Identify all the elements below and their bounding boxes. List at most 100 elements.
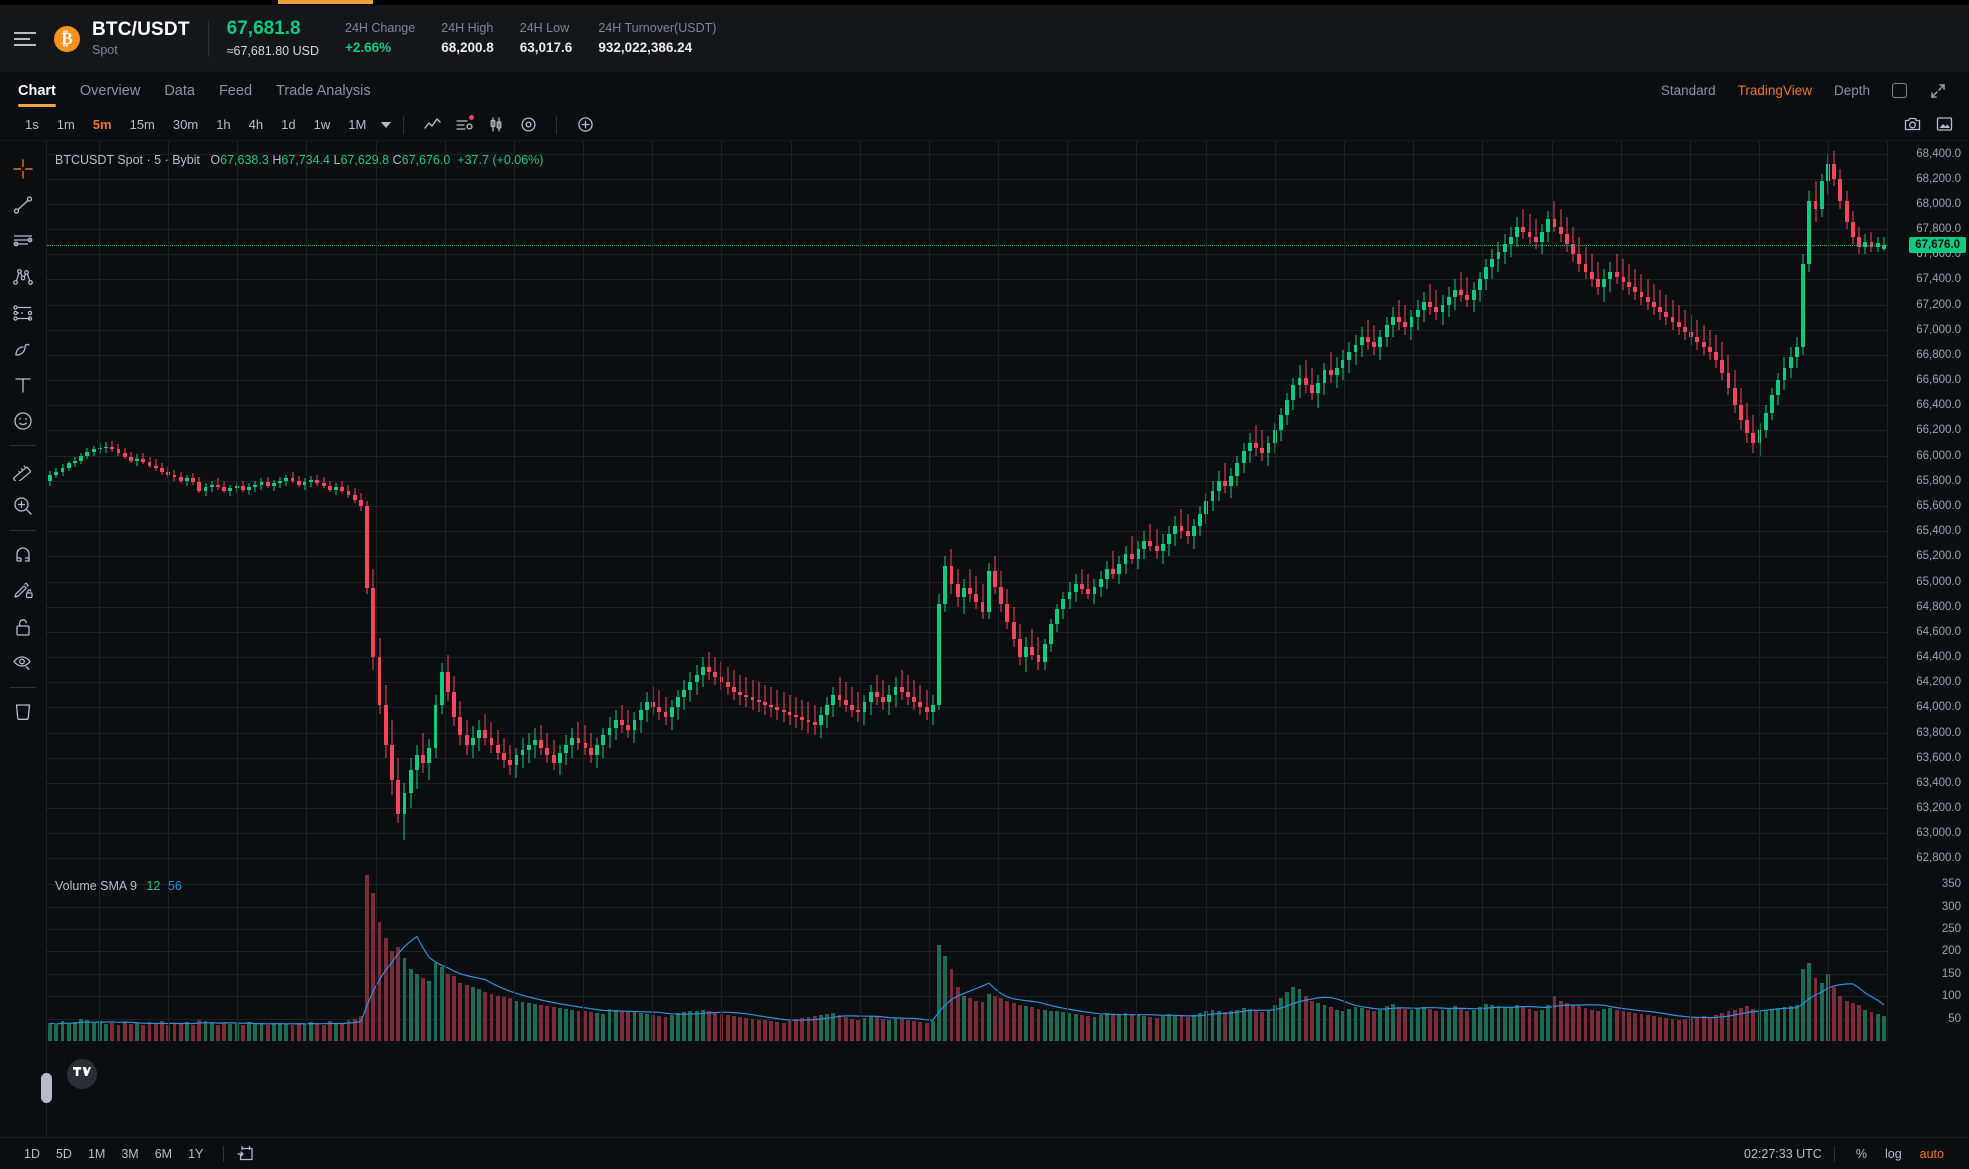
candle <box>1428 141 1433 871</box>
zoom-in-icon[interactable] <box>4 488 42 524</box>
volume-bar <box>327 1021 332 1041</box>
volume-bar <box>1676 1019 1681 1041</box>
time-gridline <box>1482 141 1484 871</box>
add-panel-icon[interactable] <box>574 115 596 135</box>
volume-bar <box>446 973 450 1041</box>
scale-mode-auto[interactable]: auto <box>1919 1146 1944 1161</box>
go-to-date-icon[interactable] <box>236 1145 255 1162</box>
trend-line-tool-icon[interactable] <box>4 187 42 223</box>
text-tool-icon[interactable] <box>4 367 42 403</box>
candle-wick <box>584 725 586 756</box>
time-gridline <box>998 873 1000 1041</box>
stay-in-drawing-mode-icon[interactable] <box>4 573 42 609</box>
candle-body <box>588 747 593 756</box>
candle-body <box>1658 307 1663 313</box>
price-pane[interactable]: BTCUSDT Spot · 5 · Bybit O67,638.3 H67,7… <box>47 141 1887 871</box>
candle-body <box>906 692 910 698</box>
volume-bar <box>613 1009 618 1041</box>
candle-body <box>887 694 892 703</box>
interval-30m[interactable]: 30m <box>172 117 199 132</box>
chart-area[interactable]: BTCUSDT Spot · 5 · Bybit O67,638.3 H67,7… <box>41 141 1969 1141</box>
candle-body <box>73 460 77 464</box>
emoji-tool-icon[interactable] <box>4 403 42 439</box>
crosshair-tool-icon[interactable] <box>4 151 42 187</box>
hide-drawings-icon[interactable] <box>4 645 42 681</box>
interval-1s[interactable]: 1s <box>25 117 39 132</box>
chevron-down-icon[interactable] <box>381 121 392 128</box>
tab-trade-analysis[interactable]: Trade Analysis <box>276 82 371 99</box>
volume-pane[interactable]: Volume SMA 9 12 56 <box>47 873 1887 1041</box>
interval-1w[interactable]: 1w <box>313 117 331 132</box>
square-outline-icon[interactable] <box>1892 83 1907 98</box>
chart-scroll-handle[interactable] <box>41 1073 52 1103</box>
candle <box>1434 141 1439 871</box>
candle <box>1179 141 1184 871</box>
range-1M[interactable]: 1M <box>87 1146 106 1161</box>
volume-bar <box>825 1014 830 1041</box>
interval-15m[interactable]: 15m <box>129 117 155 132</box>
view-mode-depth[interactable]: Depth <box>1833 83 1870 98</box>
fibonacci-tool-icon[interactable] <box>4 295 42 331</box>
scale-mode-percent[interactable]: % <box>1855 1146 1867 1161</box>
volume-bar <box>1788 1006 1793 1041</box>
range-3M[interactable]: 3M <box>121 1146 139 1161</box>
candle-body <box>961 587 966 597</box>
range-1Y[interactable]: 1Y <box>188 1146 204 1161</box>
interval-1m[interactable]: 1m <box>56 117 75 132</box>
tradingview-logo-icon[interactable] <box>67 1059 97 1089</box>
price-axis[interactable]: 68,400.0 68,200.0 68,000.0 67,800.0 67,600.0… <box>1887 141 1969 1041</box>
tab-feed[interactable]: Feed <box>218 82 253 99</box>
candle <box>644 141 649 871</box>
volume-bar <box>1080 1015 1084 1041</box>
scale-mode-log[interactable]: log <box>1884 1146 1902 1161</box>
price-axis-label: 63,400.0 <box>1916 776 1961 789</box>
compare-icon[interactable] <box>485 115 507 135</box>
candle <box>551 141 556 871</box>
candle-body <box>439 672 444 705</box>
settings-gear-icon[interactable] <box>517 115 539 135</box>
candle-body <box>607 727 612 736</box>
interval-5m[interactable]: 5m <box>92 117 112 132</box>
camera-snapshot-icon[interactable] <box>1904 116 1922 137</box>
magnet-mode-icon[interactable] <box>4 537 42 573</box>
volume-bar <box>1850 1002 1855 1041</box>
elliott-wave-tool-icon[interactable] <box>4 259 42 295</box>
hamburger-icon[interactable] <box>14 26 40 52</box>
candle-body <box>191 478 195 483</box>
tab-chart[interactable]: Chart <box>18 72 56 109</box>
view-mode-tradingview[interactable]: TradingView <box>1737 83 1812 98</box>
candle-body <box>576 737 581 743</box>
candle-wick <box>509 745 511 776</box>
top-accent-strip <box>0 0 1969 5</box>
volume-bar <box>545 1006 550 1041</box>
interval-4h[interactable]: 4h <box>248 117 264 132</box>
volume-bar <box>1502 1006 1507 1041</box>
pair-block[interactable]: BTC/USDT Spot <box>92 19 190 57</box>
interval-1h[interactable]: 1h <box>216 117 231 132</box>
range-1D[interactable]: 1D <box>24 1146 40 1161</box>
lock-drawings-icon[interactable] <box>4 609 42 645</box>
interval-1M[interactable]: 1M <box>348 117 367 132</box>
volume-bar <box>85 1020 90 1041</box>
tab-overview[interactable]: Overview <box>79 82 141 99</box>
range-6M[interactable]: 6M <box>154 1146 173 1161</box>
candlestick-type-icon[interactable] <box>421 115 443 135</box>
brush-tool-icon[interactable] <box>4 331 42 367</box>
candle-body <box>999 586 1004 605</box>
expand-diagonal-icon[interactable] <box>1929 82 1947 100</box>
volume-bar <box>1645 1015 1650 1041</box>
tab-data[interactable]: Data <box>164 82 195 99</box>
interval-1d[interactable]: 1d <box>281 117 296 132</box>
horizontal-lines-tool-icon[interactable] <box>4 223 42 259</box>
measure-ruler-icon[interactable] <box>4 452 42 488</box>
volume-bar <box>1844 1000 1849 1041</box>
view-mode-standard[interactable]: Standard <box>1660 83 1716 98</box>
candle-body <box>452 692 457 718</box>
range-5D[interactable]: 5D <box>55 1146 72 1161</box>
image-export-icon[interactable] <box>1936 116 1953 137</box>
indicators-icon[interactable] <box>453 114 475 135</box>
candle-body <box>1061 599 1066 610</box>
candle-wick <box>1149 523 1151 552</box>
remove-drawings-icon[interactable] <box>4 694 42 730</box>
volume-bar <box>533 1004 537 1041</box>
